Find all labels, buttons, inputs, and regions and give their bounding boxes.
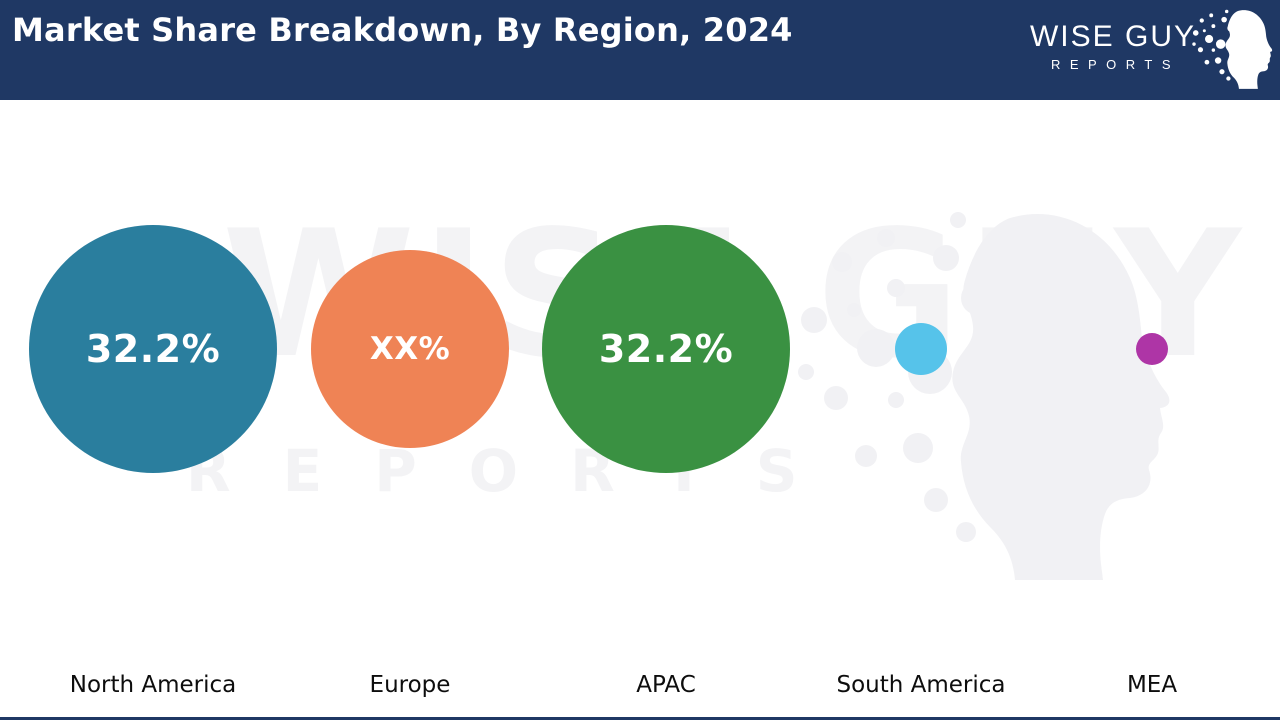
region-label-mea: MEA: [1126, 672, 1178, 698]
footer-accent-bar: [0, 717, 1280, 720]
bubble-value-europe: XX%: [369, 331, 451, 367]
bubble-north-america: 32.2%: [29, 225, 277, 473]
logo-text: WISE GUY REPORTS: [1029, 20, 1196, 73]
region-label-apac: APAC: [636, 672, 696, 698]
watermark-reports: REPORTS: [186, 437, 850, 505]
bubble-value-apac: 32.2%: [598, 327, 734, 371]
region-label-europe: Europe: [369, 672, 451, 698]
header-bar: Market Share Breakdown, By Region, 2024 …: [0, 0, 1280, 100]
wise-guy-logo: WISE GUY REPORTS: [1030, 6, 1274, 90]
region-label-north-america: North America: [69, 672, 237, 698]
bubble-value-north-america: 32.2%: [85, 327, 221, 371]
logo-subtext: REPORTS: [1050, 57, 1181, 72]
watermark-head-icon: [798, 212, 1170, 580]
bubble-europe: XX%: [311, 250, 509, 448]
chart-area: WISE GUY REPORTS 32.2%XX%32.2% North Ame…: [0, 100, 1280, 717]
wise-guy-head-icon: [1192, 9, 1273, 89]
logo-wordmark: WISE GUY: [1029, 20, 1196, 53]
region-label-south-america: South America: [836, 672, 1006, 698]
bubble-apac: 32.2%: [542, 225, 790, 473]
bubble-south-america: [895, 323, 947, 375]
bubble-mea: [1136, 333, 1168, 365]
page-title: Market Share Breakdown, By Region, 2024: [12, 11, 793, 49]
